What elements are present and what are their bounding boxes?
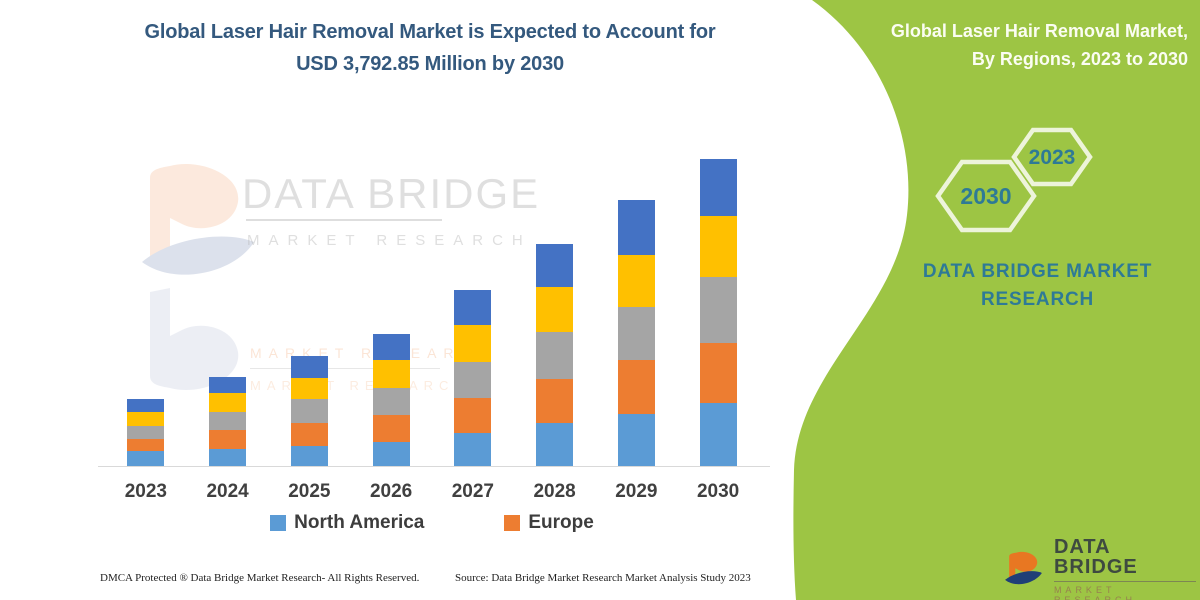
bar-2028 — [536, 244, 574, 466]
bar-2024 — [209, 377, 247, 466]
bar-slot-2024 — [187, 150, 269, 466]
legend-item-europe: Europe — [504, 512, 594, 534]
bar-slot-2030 — [677, 150, 759, 466]
x-label-2026: 2026 — [369, 481, 413, 502]
page-title-line1: Global Laser Hair Removal Market is Expe… — [144, 21, 716, 43]
hexagon-2030-label: 2030 — [960, 183, 1011, 209]
x-label-2024: 2024 — [206, 481, 249, 502]
bar-segment-2028-series5 — [536, 244, 574, 287]
x-label-2030: 2030 — [696, 481, 740, 502]
side-panel-brand-line2: RESEARCH — [980, 288, 1095, 310]
bar-segment-2028-series4 — [536, 287, 574, 332]
bar-segment-2023-series2 — [127, 439, 165, 451]
side-panel-background — [793, 0, 1200, 600]
company-logo-icon — [1005, 551, 1042, 585]
bar-segment-2029-series2 — [617, 360, 655, 414]
bar-slot-2026 — [350, 150, 432, 466]
bar-segment-2027-series4 — [454, 325, 492, 362]
bar-segment-2024-series2 — [209, 430, 247, 449]
x-label-2025: 2025 — [288, 481, 331, 502]
bar-segment-2024-series4 — [209, 393, 247, 412]
bar-segment-2024-series5 — [209, 377, 247, 393]
bar-segment-2025-series4 — [290, 378, 328, 399]
bar-segment-2030-series5 — [699, 158, 737, 216]
x-label-2027: 2027 — [451, 481, 495, 502]
bar-2025 — [290, 356, 328, 466]
bar-segment-2025-series5 — [290, 356, 328, 378]
chart-legend: North America Europe — [105, 512, 759, 534]
bar-segment-2028-series1 — [536, 423, 574, 466]
bar-segment-2029-series1 — [617, 414, 655, 466]
legend-label: Europe — [528, 512, 594, 533]
bar-segment-2030-series4 — [699, 216, 737, 277]
company-logo-tagline: MARKET RESEARCH — [1053, 585, 1136, 600]
bar-segment-2030-series2 — [699, 343, 737, 403]
bar-2027 — [454, 290, 492, 466]
bar-2023 — [127, 399, 165, 466]
bar-segment-2028-series3 — [536, 332, 574, 379]
page-title-line2: USD 3,792.85 Million by 2030 — [296, 53, 564, 75]
x-label-2029: 2029 — [615, 481, 658, 502]
bar-segment-2026-series5 — [372, 334, 410, 360]
company-logo-text: DATA BRIDGE MARKET RESEARCH — [1053, 536, 1200, 600]
bar-segment-2029-series3 — [617, 307, 655, 360]
bar-segment-2026-series1 — [372, 442, 410, 466]
bar-segment-2026-series2 — [372, 415, 410, 442]
bar-segment-2028-series2 — [536, 379, 574, 423]
hexagon-2023-outline — [1011, 127, 1093, 187]
legend-swatch-icon — [270, 515, 287, 531]
bar-segment-2024-series1 — [209, 449, 247, 466]
stacked-bar-chart — [105, 150, 759, 466]
hexagon-2023-label: 2023 — [1029, 146, 1076, 169]
bar-segment-2025-series3 — [290, 399, 328, 423]
company-logo-rule — [1053, 581, 1196, 582]
company-logo: DATA BRIDGE MARKET RESEARCH — [1003, 537, 1200, 600]
x-axis-labels: 2023 2024 2025 2026 2027 2028 2029 2030 — [105, 481, 759, 503]
bar-slot-2023 — [105, 150, 187, 466]
bar-segment-2023-series1 — [127, 451, 165, 466]
x-axis-line — [98, 466, 770, 467]
bar-segment-2030-series3 — [699, 277, 737, 343]
side-panel-title-line2: By Regions, 2023 to 2030 — [971, 48, 1188, 69]
dmca-notice: DMCA Protected ® Data Bridge Market Rese… — [100, 572, 420, 584]
bar-segment-2023-series3 — [127, 426, 165, 439]
bar-segment-2029-series5 — [617, 200, 655, 255]
source-note: Source: Data Bridge Market Research Mark… — [455, 572, 751, 584]
side-panel-title: Global Laser Hair Removal Market, By Reg… — [840, 18, 1188, 74]
company-logo-name: DATA BRIDGE — [1053, 536, 1138, 578]
x-label-2023: 2023 — [124, 481, 168, 502]
bar-segment-2027-series5 — [454, 290, 492, 325]
bar-segment-2025-series1 — [290, 446, 328, 466]
bar-slot-2028 — [514, 150, 596, 466]
bar-segment-2027-series2 — [454, 398, 492, 433]
bar-segment-2023-series5 — [127, 399, 165, 412]
bar-slot-2025 — [269, 150, 351, 466]
bar-segment-2027-series1 — [454, 433, 492, 466]
bar-2030 — [699, 158, 737, 466]
legend-label: North America — [294, 512, 425, 533]
bar-slot-2027 — [432, 150, 514, 466]
bar-segment-2023-series4 — [127, 412, 165, 426]
bar-segment-2027-series3 — [454, 362, 492, 398]
side-panel-title-line1: Global Laser Hair Removal Market, — [890, 21, 1188, 41]
hexagon-2030-outline — [935, 159, 1037, 233]
page-title: Global Laser Hair Removal Market is Expe… — [80, 16, 780, 80]
bar-segment-2026-series3 — [372, 388, 410, 415]
bar-segment-2026-series4 — [372, 360, 410, 388]
bar-segment-2025-series2 — [290, 423, 328, 446]
bar-2029 — [617, 200, 655, 466]
legend-item-north-america: North America — [270, 512, 424, 534]
x-label-2028: 2028 — [533, 481, 576, 502]
side-panel-brand-line1: DATA BRIDGE MARKET — [922, 261, 1153, 282]
bar-segment-2029-series4 — [617, 255, 655, 307]
bar-2026 — [372, 334, 410, 466]
side-panel-brand: DATA BRIDGE MARKET RESEARCH — [900, 258, 1175, 313]
bar-segment-2024-series3 — [209, 412, 247, 430]
bar-slot-2029 — [596, 150, 678, 466]
bar-segment-2030-series1 — [699, 403, 737, 466]
legend-swatch-icon — [504, 515, 521, 531]
